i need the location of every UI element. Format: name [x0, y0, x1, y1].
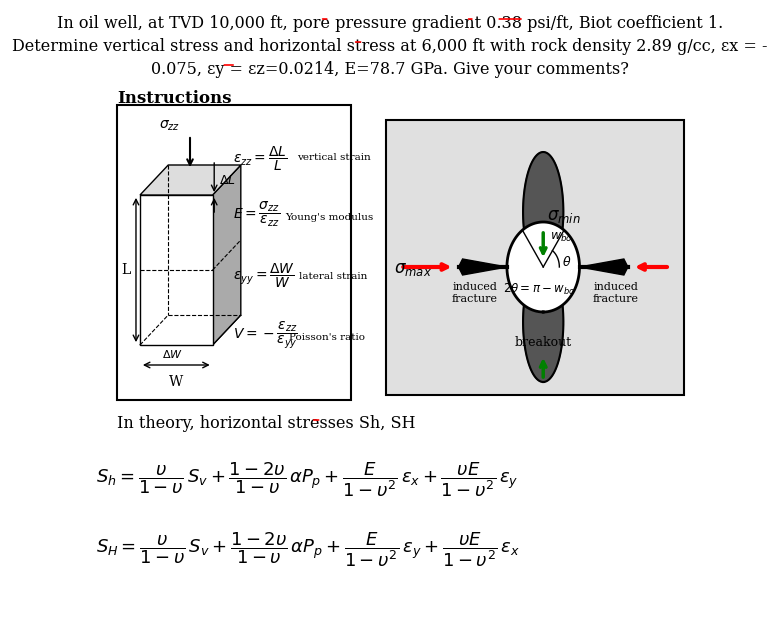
Text: $E = \dfrac{\sigma_{zz}}{\varepsilon_{zz}}$: $E = \dfrac{\sigma_{zz}}{\varepsilon_{zz… — [232, 200, 280, 229]
Polygon shape — [140, 315, 241, 345]
FancyBboxPatch shape — [386, 120, 684, 395]
Polygon shape — [459, 259, 507, 267]
Polygon shape — [459, 267, 507, 275]
Text: lateral strain: lateral strain — [299, 272, 367, 281]
Text: In oil well, at TVD 10,000 ft, pore pressure gradient 0.38 psi/ft, Biot coeffici: In oil well, at TVD 10,000 ft, pore pres… — [57, 15, 723, 32]
Text: induced: induced — [452, 282, 497, 292]
Text: $S_H = \dfrac{\upsilon}{1-\upsilon}\,S_v + \dfrac{1-2\upsilon}{1-\upsilon}\,\alp: $S_H = \dfrac{\upsilon}{1-\upsilon}\,S_v… — [96, 530, 519, 569]
Text: $\theta$: $\theta$ — [562, 255, 571, 269]
Polygon shape — [140, 195, 213, 345]
Polygon shape — [140, 165, 241, 195]
Text: $w_{bo}$: $w_{bo}$ — [550, 231, 573, 244]
Text: $\sigma_{max}$: $\sigma_{max}$ — [394, 260, 432, 278]
Polygon shape — [507, 222, 580, 312]
Text: fracture: fracture — [593, 294, 639, 304]
Text: $\sigma_{min}$: $\sigma_{min}$ — [548, 208, 581, 225]
Text: $2\theta = \pi - w_{bo}$: $2\theta = \pi - w_{bo}$ — [503, 282, 575, 297]
Text: In theory, horizontal stresses Sh, SH: In theory, horizontal stresses Sh, SH — [118, 415, 416, 432]
Text: Instructions: Instructions — [118, 90, 232, 107]
Polygon shape — [523, 262, 563, 382]
Text: Determine vertical stress and horizontal stress at 6,000 ft with rock density 2.: Determine vertical stress and horizontal… — [12, 38, 768, 55]
Text: Poisson's ratio: Poisson's ratio — [289, 333, 365, 342]
Text: $\varepsilon_{zz} = \dfrac{\Delta L}{L}$: $\varepsilon_{zz} = \dfrac{\Delta L}{L}$ — [232, 145, 287, 173]
Text: breakout: breakout — [515, 335, 572, 349]
Text: W: W — [169, 375, 183, 389]
Text: vertical strain: vertical strain — [297, 153, 371, 162]
Polygon shape — [580, 267, 628, 275]
Text: $\sigma_{zz}$: $\sigma_{zz}$ — [159, 119, 180, 133]
Polygon shape — [580, 259, 628, 267]
Text: induced: induced — [594, 282, 638, 292]
Text: $V = -\dfrac{\varepsilon_{zz}}{\varepsilon_{yy}}$: $V = -\dfrac{\varepsilon_{zz}}{\varepsil… — [232, 320, 298, 351]
Polygon shape — [213, 165, 241, 345]
Text: 0.075, εy = εz=0.0214, E=78.7 GPa. Give your comments?: 0.075, εy = εz=0.0214, E=78.7 GPa. Give … — [151, 61, 629, 78]
FancyBboxPatch shape — [118, 105, 351, 400]
Text: $\varepsilon_{yy} = \dfrac{\Delta W}{W}$: $\varepsilon_{yy} = \dfrac{\Delta W}{W}$ — [232, 262, 295, 290]
Polygon shape — [523, 152, 563, 272]
Text: fracture: fracture — [452, 294, 498, 304]
Text: $\Delta L$: $\Delta L$ — [219, 174, 236, 187]
Text: $\Delta W$: $\Delta W$ — [161, 348, 183, 360]
Text: L: L — [121, 263, 130, 277]
Text: $S_h = \dfrac{\upsilon}{1-\upsilon}\,S_v + \dfrac{1-2\upsilon}{1-\upsilon}\,\alp: $S_h = \dfrac{\upsilon}{1-\upsilon}\,S_v… — [96, 460, 518, 499]
Text: Young's modulus: Young's modulus — [285, 213, 374, 222]
